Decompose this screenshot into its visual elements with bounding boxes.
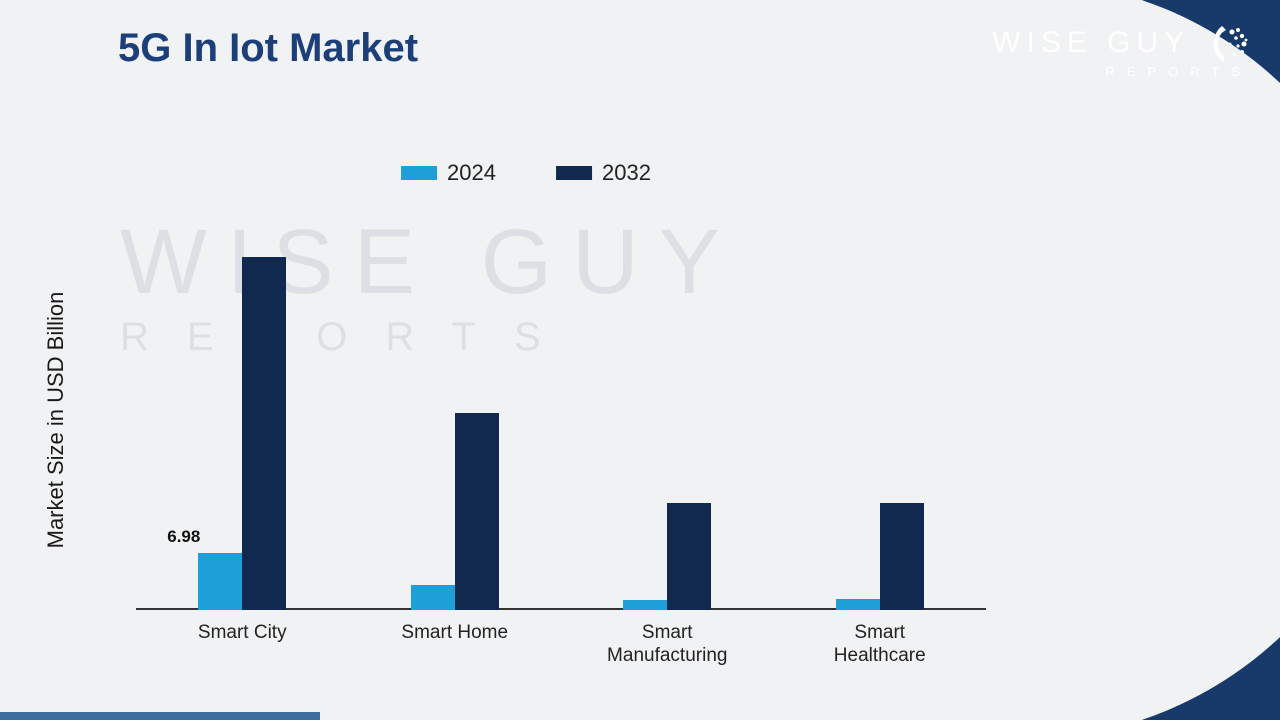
- bar-group: [592, 200, 742, 610]
- bar: [455, 413, 499, 610]
- legend: 2024 2032: [401, 160, 651, 186]
- bar: [411, 585, 455, 610]
- legend-item: 2024: [401, 160, 496, 186]
- bar: [880, 503, 924, 610]
- y-axis-label: Market Size in USD Billion: [43, 292, 69, 549]
- legend-item: 2032: [556, 160, 651, 186]
- bar-groups: 6.98: [136, 200, 986, 610]
- brand-head-icon: [1208, 22, 1252, 66]
- accent-bar: [0, 712, 320, 720]
- x-axis-labels: Smart City Smart Home SmartManufacturing Sm…: [136, 616, 986, 680]
- x-axis-label: Smart Home: [380, 616, 530, 680]
- x-axis-label: SmartManufacturing: [592, 616, 742, 680]
- bar: [198, 553, 242, 610]
- legend-label: 2024: [447, 160, 496, 186]
- legend-swatch-icon: [556, 166, 592, 180]
- bar: [242, 257, 286, 610]
- bar-group: 6.98: [167, 200, 317, 610]
- page: WISE GUY REPORTS 5G In Iot Market WISE G…: [0, 0, 1280, 720]
- right-panel: [960, 0, 1280, 720]
- bar-group: [380, 200, 530, 610]
- bar-group: [805, 200, 955, 610]
- chart-title: 5G In Iot Market: [118, 26, 418, 71]
- bar: [667, 503, 711, 610]
- x-axis-label: SmartHealthcare: [805, 616, 955, 680]
- brand-logo-sub: REPORTS: [992, 64, 1252, 79]
- bar-value-label: 6.98: [167, 527, 200, 547]
- brand-logo-main: WISE GUY: [992, 26, 1189, 59]
- plot-area: 6.98: [136, 200, 986, 610]
- legend-label: 2032: [602, 160, 651, 186]
- x-axis-label: Smart City: [167, 616, 317, 680]
- bar: [836, 599, 880, 610]
- brand-logo: WISE GUY REPORTS: [992, 22, 1252, 79]
- bar: [623, 600, 667, 610]
- chart: Market Size in USD Billion 2024 2032 6.9…: [56, 160, 996, 680]
- legend-swatch-icon: [401, 166, 437, 180]
